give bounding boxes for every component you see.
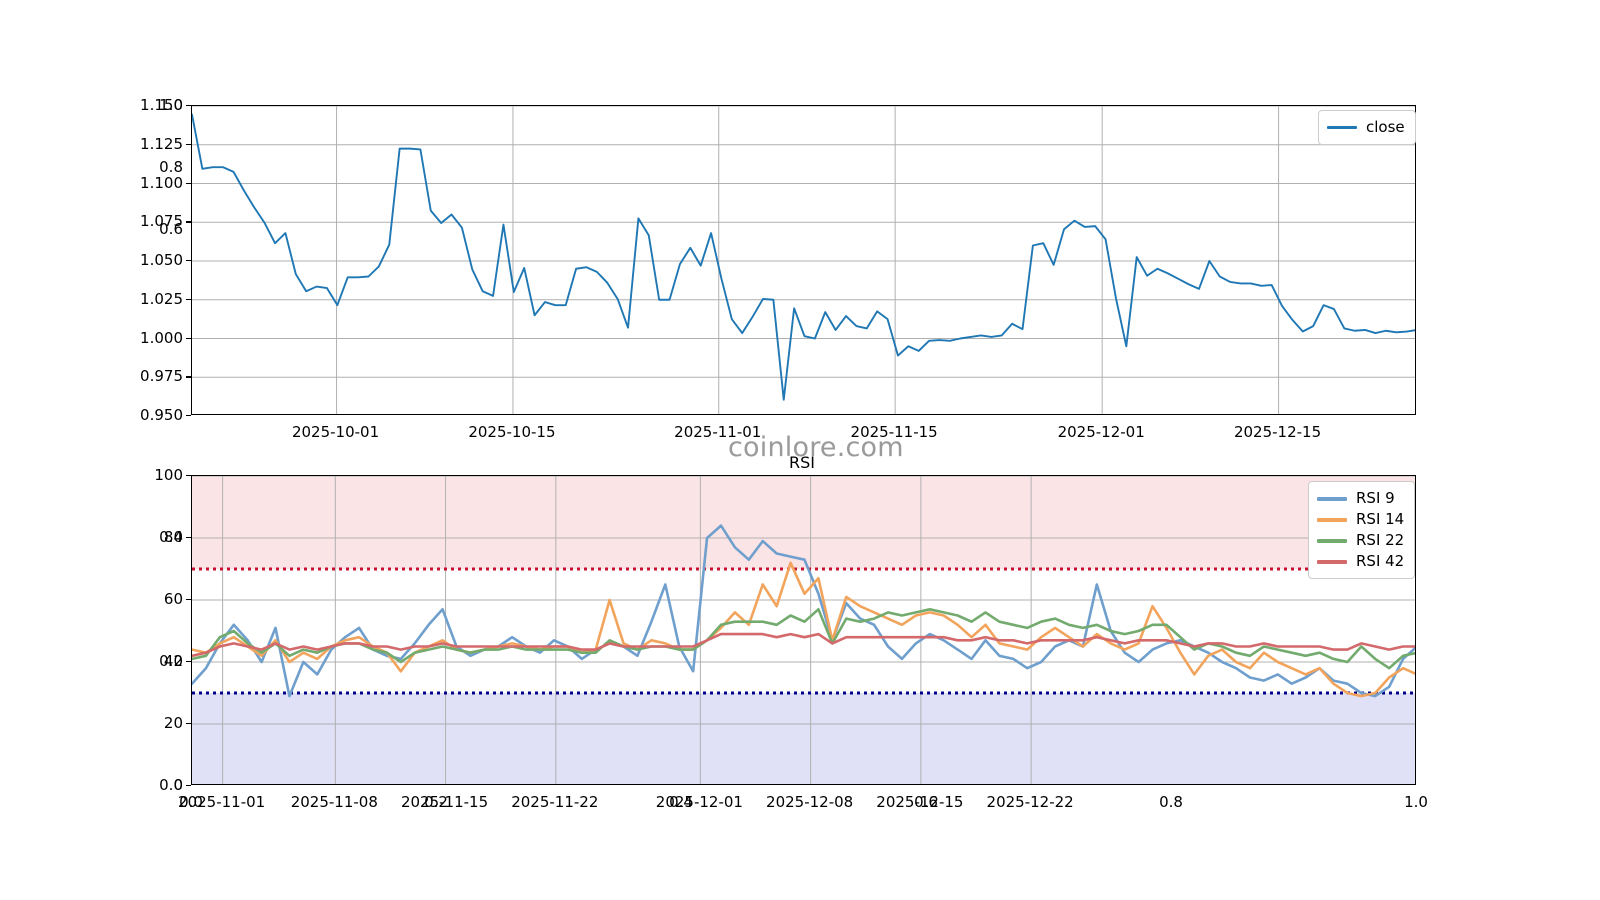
price-y-tick-mark [186, 260, 191, 262]
rsi-oversold-band [192, 693, 1415, 784]
legend-color-swatch-icon [1317, 496, 1347, 501]
price-y-tick-label: 1.000 [140, 328, 183, 347]
price-y-tick-label: 1.075 [140, 212, 183, 231]
rsi-secondary-x-tick-label: 1.0 [1404, 793, 1428, 811]
rsi-y-tick-mark [186, 785, 191, 787]
rsi-series-rsi-42 [192, 632, 1415, 658]
rsi-secondary-x-tick-label: 0.8 [1159, 793, 1183, 811]
price-y-tick-mark [186, 415, 191, 417]
price-legend-item[interactable]: close [1327, 117, 1405, 138]
rsi-y-tick-label: 80 [163, 528, 183, 546]
rsi-y-tick-mark [186, 537, 191, 539]
price-plot-area [191, 105, 1416, 415]
rsi-legend-label: RSI 42 [1356, 552, 1405, 570]
rsi-y-tick-mark [186, 475, 191, 477]
price-series-close [192, 113, 1415, 401]
rsi-y-tick-label: 100 [154, 466, 183, 484]
rsi-y-tick-label: 0 [173, 776, 183, 794]
rsi-y-tick-mark [186, 661, 191, 663]
rsi-y-tick-mark [186, 723, 191, 725]
rsi-overbought-band [192, 476, 1415, 569]
price-y-tick-label: 0.950 [140, 406, 183, 424]
rsi-secondary-y-tick-label: 0.0 [159, 776, 183, 794]
rsi-secondary-y-tick-label: 0.4 [159, 528, 183, 546]
price-secondary-y-tick-label: 0.8 [159, 158, 183, 176]
price-y-tick-mark [186, 376, 191, 378]
rsi-legend[interactable]: RSI 9 RSI 14 RSI 22 RSI 42 [1308, 481, 1416, 579]
price-legend-label: close [1366, 118, 1405, 136]
rsi-legend-label: RSI 14 [1356, 510, 1405, 528]
price-y-tick-label: 1.025 [140, 289, 183, 308]
price-y-tick-mark [186, 221, 191, 223]
rsi-y-tick-label: 40 [163, 652, 183, 670]
rsi-legend-label: RSI 9 [1356, 489, 1395, 507]
price-y-tick-label: 1.050 [140, 251, 183, 269]
price-y-tick-mark [186, 337, 191, 339]
rsi-y-tick-label: 60 [163, 590, 183, 608]
price-y-tick-mark [186, 143, 191, 146]
price-x-tick-label: 2025-12-15 [1233, 423, 1322, 441]
rsi-x-tick-label: 2025-12-22 [986, 793, 1074, 811]
rsi-line-svg [192, 476, 1415, 784]
rsi-y-tick-mark [186, 599, 191, 601]
rsi-legend-item[interactable]: RSI 14 [1317, 509, 1404, 530]
rsi-chart-title: RSI [789, 453, 815, 472]
rsi-secondary-y-tick-label: 0.2 [159, 652, 183, 670]
rsi-legend-item[interactable]: RSI 42 [1317, 551, 1404, 572]
price-x-tick-label: 2025-12-01 [1057, 423, 1145, 441]
price-y-tick-mark [186, 298, 191, 301]
rsi-plot-area [191, 475, 1416, 785]
rsi-x-tick-label: 2025-12-15 [876, 793, 964, 811]
price-y-tick-mark [186, 105, 191, 107]
rsi-x-tick-label: 2025-12-01 [655, 793, 743, 811]
rsi-x-tick-label: 2025-11-08 [290, 793, 378, 811]
price-line-svg [192, 106, 1415, 414]
rsi-legend-label: RSI 22 [1356, 531, 1405, 549]
price-y-tick-label: 1.150 [140, 96, 183, 114]
rsi-y-tick-label: 20 [163, 714, 183, 732]
rsi-legend-item[interactable]: RSI 9 [1317, 488, 1404, 509]
price-legend[interactable]: close [1318, 110, 1416, 145]
price-secondary-y-tick-label: 0.6 [159, 220, 183, 238]
price-y-tick-label: 1.125 [140, 134, 183, 153]
legend-color-swatch-icon [1317, 538, 1347, 543]
rsi-legend-item[interactable]: RSI 22 [1317, 530, 1404, 551]
price-x-tick-label: 2025-10-01 [291, 423, 380, 441]
rsi-series-rsi-14 [192, 561, 1415, 698]
rsi-x-tick-label: 2025-11-22 [511, 793, 599, 811]
price-x-tick-label: 2025-11-15 [850, 423, 938, 441]
price-y-tick-label: 0.975 [140, 367, 183, 386]
price-x-tick-label: 2025-11-01 [674, 423, 762, 441]
rsi-x-tick-label: 2025-11-01 [178, 793, 266, 811]
legend-color-swatch-icon [1317, 559, 1347, 564]
price-secondary-y-tick-label: 1.0 [159, 96, 183, 114]
legend-color-swatch-icon [1327, 126, 1357, 129]
rsi-secondary-x-tick-label: 0.2 [424, 793, 448, 811]
rsi-secondary-x-tick-label: 0.4 [669, 793, 693, 811]
rsi-x-tick-label: 2025-11-15 [400, 793, 489, 811]
price-y-tick-mark [186, 182, 191, 184]
rsi-x-tick-label: 2025-12-08 [766, 793, 854, 811]
rsi-secondary-x-tick-label: 0.0 [179, 793, 203, 811]
legend-color-swatch-icon [1317, 517, 1347, 522]
rsi-secondary-x-tick-label: 0.6 [914, 793, 938, 811]
price-x-tick-label: 2025-10-15 [468, 423, 556, 441]
watermark: coinlore.com [728, 432, 904, 463]
price-y-tick-label: 1.100 [140, 173, 183, 192]
